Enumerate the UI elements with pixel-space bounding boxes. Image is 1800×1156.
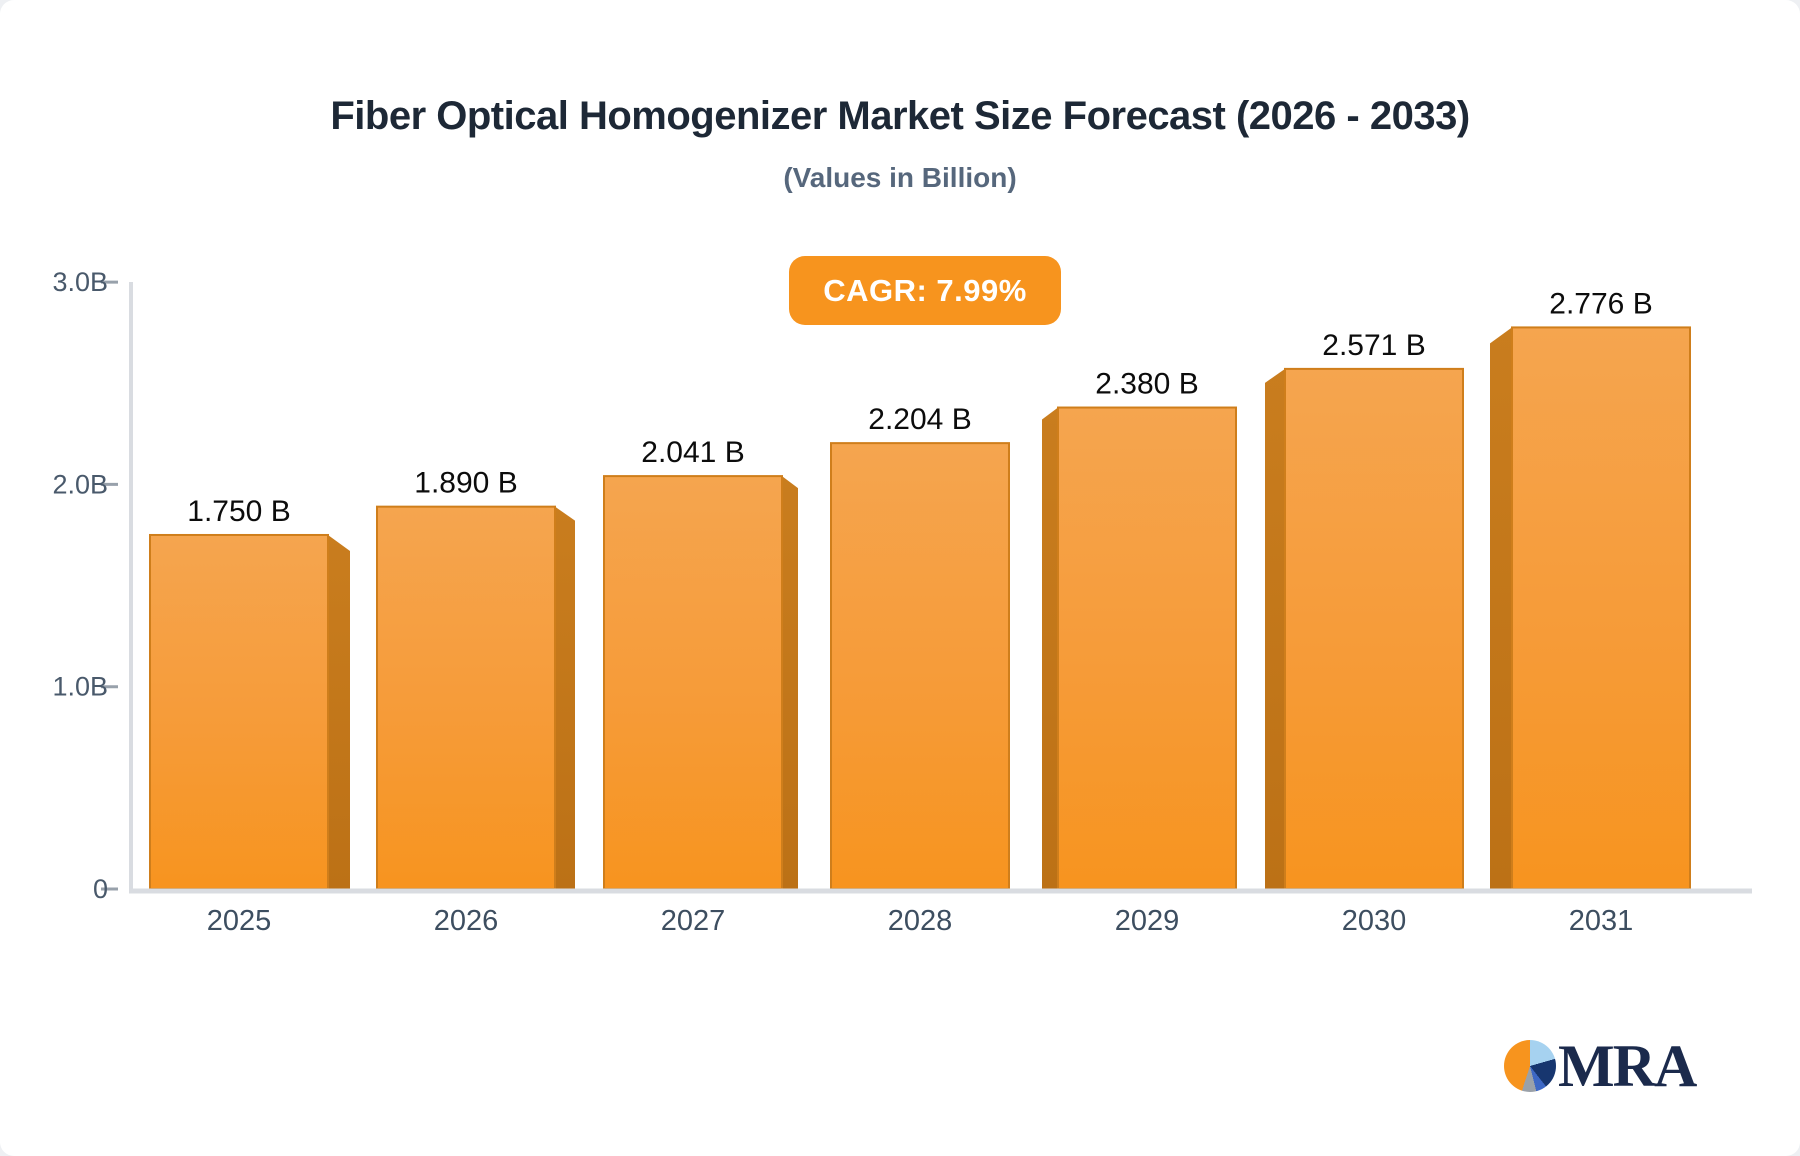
bar-value-label-2029: 2.380 B — [1095, 368, 1198, 401]
bar-value-label-2026: 1.890 B — [414, 467, 517, 500]
bar-side-2029 — [1042, 407, 1058, 889]
bar-value-label-2028: 2.204 B — [868, 403, 971, 436]
x-axis-label-2026: 2026 — [434, 905, 499, 937]
bar-value-label-2030: 2.571 B — [1322, 329, 1425, 362]
chart-title: Fiber Optical Homogenizer Market Size Fo… — [330, 94, 1470, 138]
bar-2031 — [1511, 326, 1691, 890]
bar-side-2026 — [555, 506, 575, 889]
bar-value-label-2025: 1.750 B — [187, 495, 290, 528]
y-axis-label: 3.0B — [52, 267, 108, 297]
cagr-badge: CAGR: 7.99% — [789, 256, 1061, 325]
bar-2030 — [1284, 367, 1464, 890]
bar-value-label-2031: 2.776 B — [1549, 287, 1652, 320]
bar-side-2030 — [1265, 368, 1285, 889]
bar-2028 — [830, 442, 1010, 890]
bar-side-2031 — [1490, 327, 1512, 890]
bar-2029 — [1057, 406, 1237, 890]
x-axis-label-2030: 2030 — [1342, 905, 1407, 937]
x-axis-label-2031: 2031 — [1569, 905, 1634, 937]
bar-2025 — [149, 533, 329, 890]
x-axis-label-2025: 2025 — [207, 905, 272, 937]
bar-2026 — [376, 505, 556, 890]
bar-side-2027 — [782, 476, 798, 889]
pie-chart-logo-icon — [1504, 1040, 1556, 1092]
mra-logo: MRA — [1504, 1033, 1697, 1099]
x-axis-label-2028: 2028 — [888, 905, 953, 937]
chart-subtitle: (Values in Billion) — [783, 162, 1017, 193]
x-axis-label-2027: 2027 — [661, 905, 726, 937]
bar-side-2025 — [328, 534, 350, 889]
y-axis-label: 0 — [93, 874, 108, 904]
y-axis-label: 2.0B — [52, 469, 108, 499]
logo-text: MRA — [1558, 1033, 1697, 1099]
bar-value-label-2027: 2.041 B — [641, 436, 744, 469]
x-axis-label-2029: 2029 — [1115, 905, 1180, 937]
bar-2027 — [603, 475, 783, 890]
cagr-badge-label: CAGR: 7.99% — [823, 272, 1027, 308]
y-axis-label: 1.0B — [52, 672, 108, 702]
